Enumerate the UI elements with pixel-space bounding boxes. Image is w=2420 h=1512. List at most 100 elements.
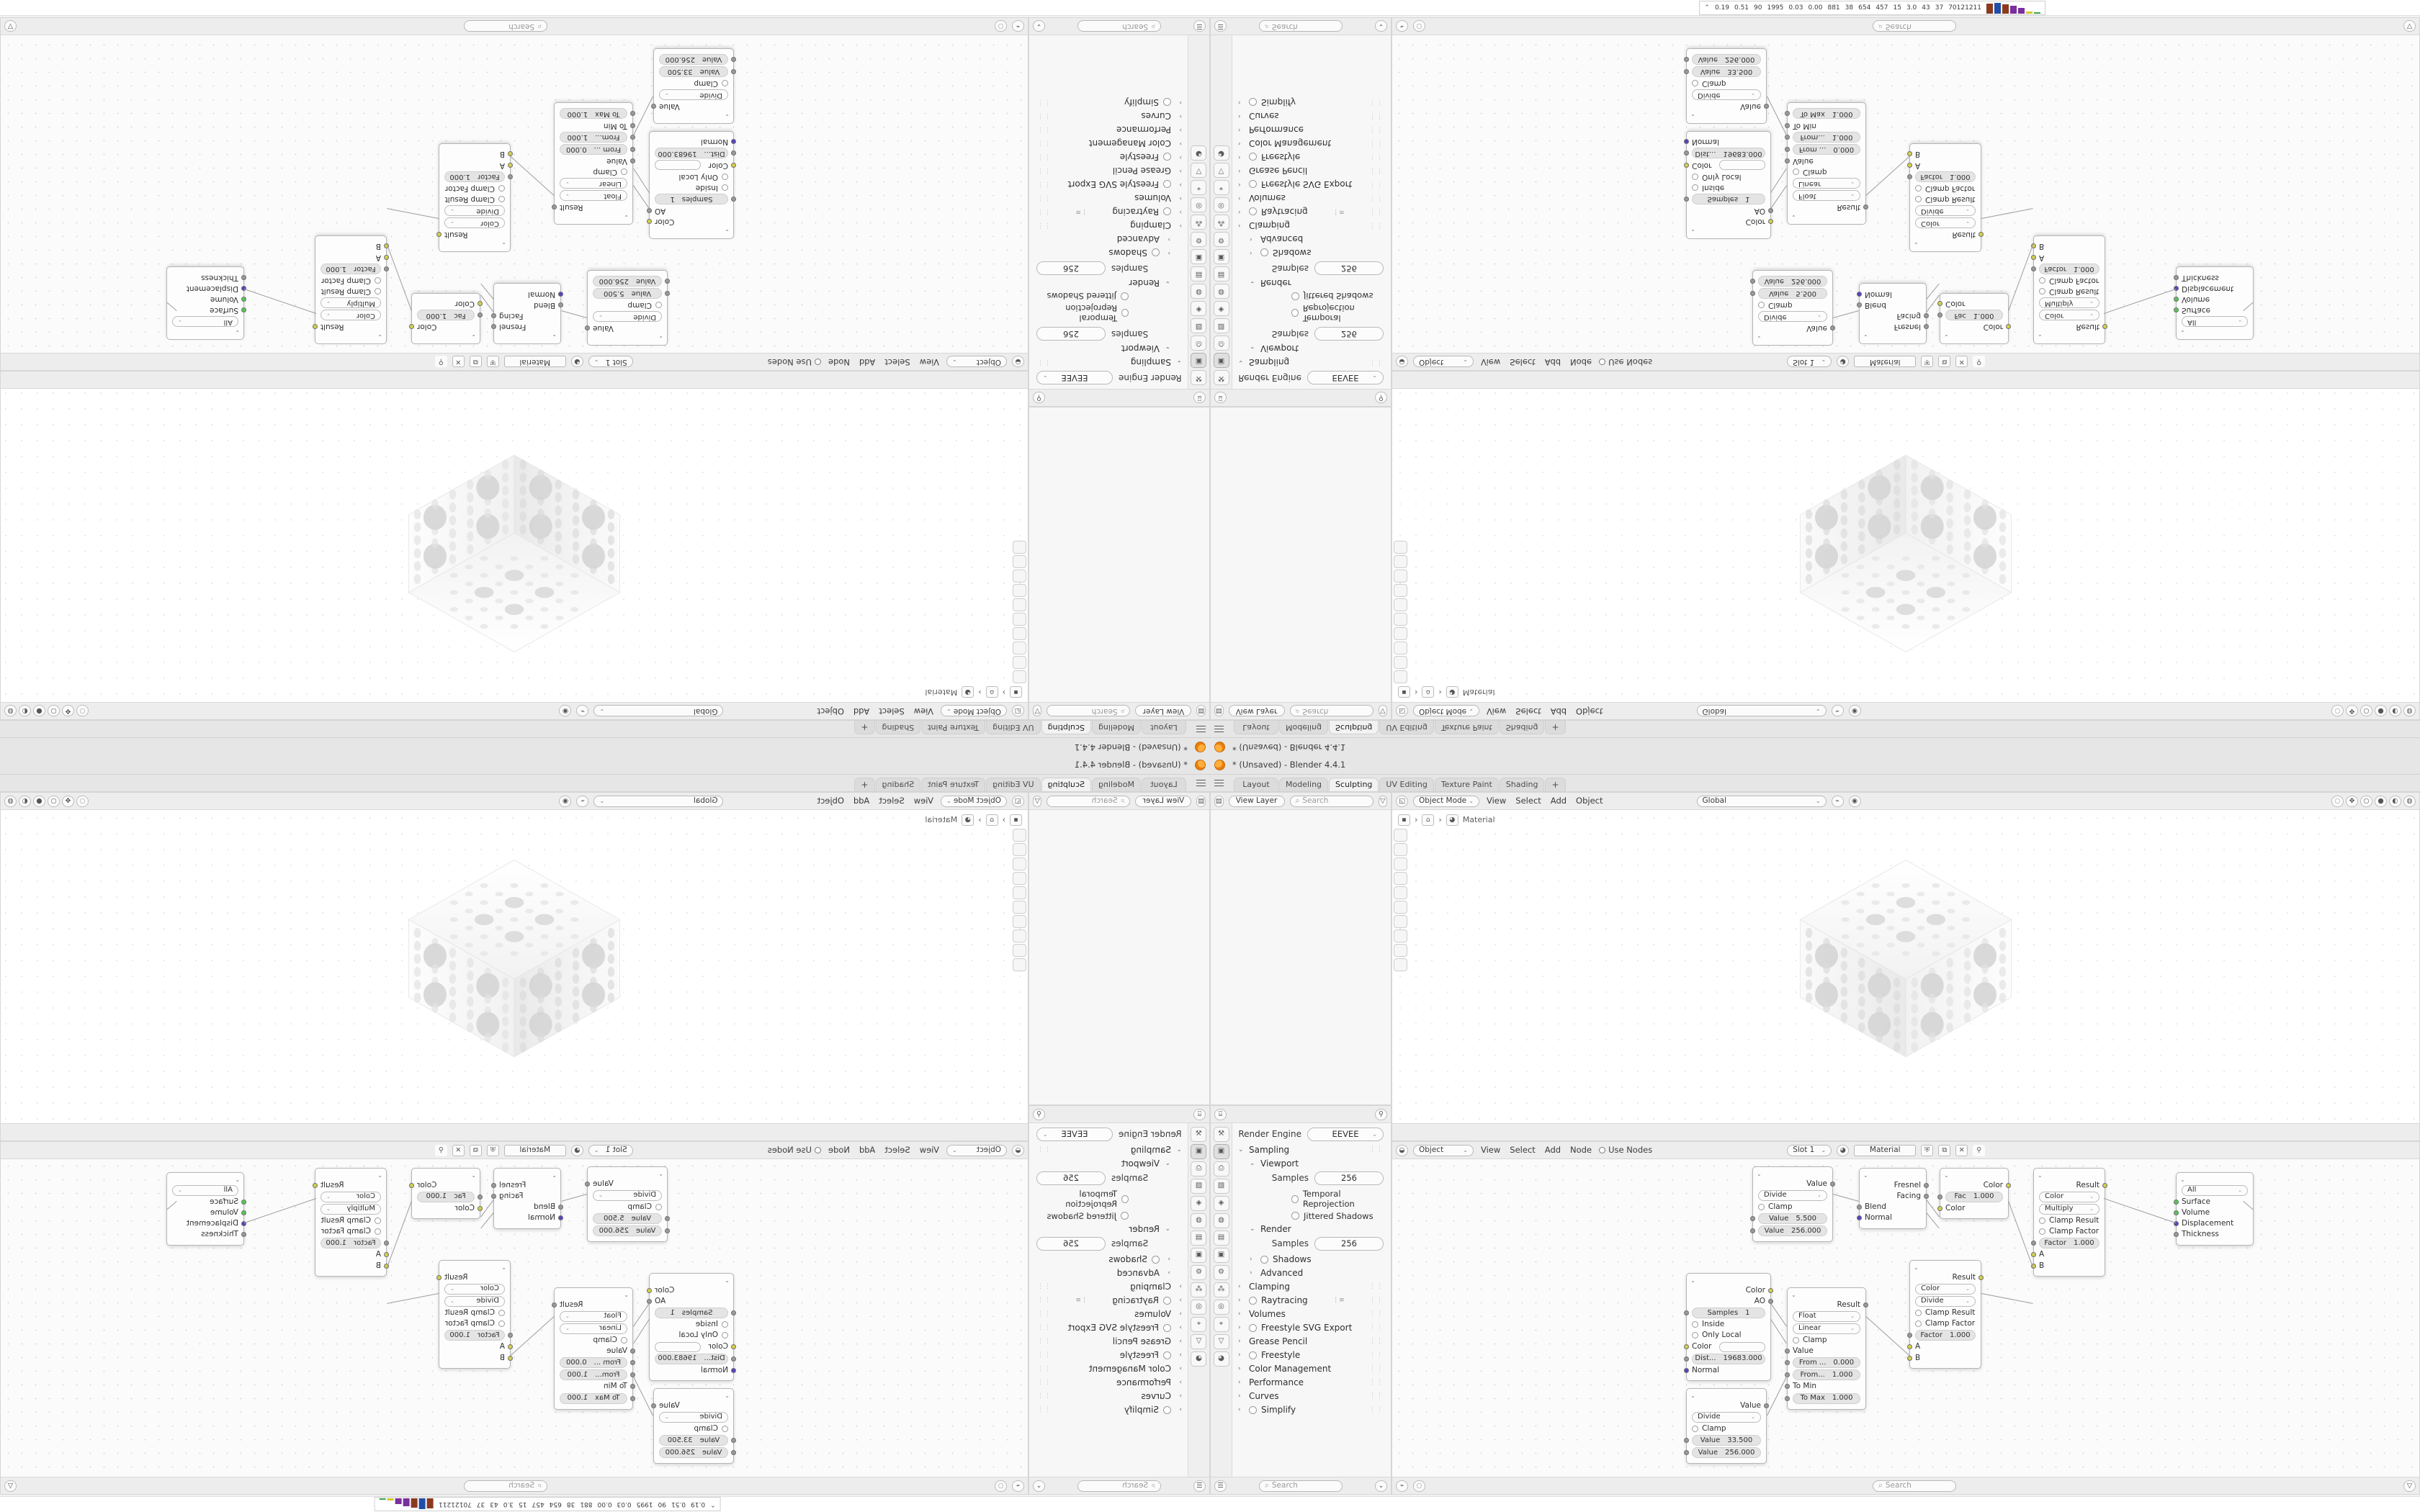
viewport-footer-top[interactable] [1,1123,1028,1140]
properties-value-field[interactable]: 256 [1314,261,1384,275]
panel-grip[interactable]: ⋮⋮ [1369,194,1384,202]
checkbox-icon[interactable] [722,184,728,191]
node-socket-in[interactable] [2031,266,2036,271]
node-row[interactable]: To Max 1.000 [555,1392,635,1405]
node-row[interactable]: From... 1.000 [555,1369,635,1381]
node-row[interactable]: From ... 0.000 [1785,1356,1865,1369]
node-row[interactable]: Clamp [1687,1423,1766,1434]
render-engine-select[interactable]: EEVEE ⌄ [1036,1128,1113,1141]
panel-grip[interactable]: ⋮⋮ [1369,1379,1384,1386]
properties-section-freestyle[interactable]: › Freestyle ⋮⋮ [1036,151,1182,162]
properties-value-field[interactable]: 256 [1036,261,1106,275]
blender-window-bottom-left[interactable]: * (Unsaved) - Blender 4.4.1 Layout Model… [0,756,1210,1512]
display-mode-icon[interactable]: ☰ [1193,1480,1206,1492]
workspace-tab-add[interactable]: + [1545,778,1566,791]
node-collapse-toggle[interactable]: ⌄ [1940,332,2008,341]
properties-section-performance[interactable]: › Performance ⋮⋮ [1238,1377,1384,1388]
shader-node-ambient-occlusion[interactable]: ⌄ Color AO Samples 1 Inside Only Local Color Dis… [1684,1273,1773,1381]
gizmo-icon[interactable]: ✥ [62,705,74,717]
viewport-mode-select-top[interactable]: Object Mode ⌄ [1413,795,1479,807]
properties-section-curves[interactable]: › Curves ⋮⋮ [1238,110,1384,121]
shader-menu-node[interactable]: Node [1570,356,1592,367]
properties-panel[interactable]: Render Engine EEVEE ⌄ ⌄ Sampling ⋮⋮ ⌄ Viewpo… [1029,35,1188,389]
node-socket-in[interactable] [1684,56,1689,62]
node-socket-in[interactable] [1857,291,1862,297]
properties-tab-collection[interactable]: ▤ [1191,1230,1207,1246]
node-socket-in[interactable] [384,1241,389,1246]
node-row[interactable]: Result [552,202,632,212]
properties-section-performance[interactable]: › Performance ⋮⋮ [1036,1377,1182,1388]
blender-window-top-right[interactable]: * (Unsaved) - Blender 4.4.1 Layout Model… [1210,0,2420,756]
node-value-field[interactable]: Value 5.500 [593,1213,662,1225]
viewport-menu-view-top[interactable]: View [913,796,933,806]
checkbox-icon[interactable] [655,1204,662,1211]
panel-grip[interactable]: ⋮⋮ [1036,208,1052,215]
node-row[interactable]: Dist... 19683.000 [650,148,736,160]
properties-section-sampling[interactable]: ⌄ Sampling ⋮⋮ [1238,356,1384,367]
node-collapse-toggle[interactable]: ⌄ [2177,328,2253,337]
node-row[interactable]: Value [1753,1179,1835,1189]
node-value-field[interactable]: Value 5.500 [1758,1213,1827,1225]
editor-type-properties-icon[interactable]: ⌸ [1214,1108,1227,1120]
shader-editor-header[interactable]: ◒ Object ⌄ View Select Add Node Use Nodes… [1,353,1028,370]
node-select[interactable]: All ⌄ [172,1185,238,1196]
workspace-tab-3[interactable]: UV Editing [1379,778,1434,791]
node-row[interactable]: A [2031,1249,2105,1260]
properties-tab-render[interactable]: ▣ [1191,353,1207,368]
node-row[interactable]: Multiply ⌄ [315,297,386,309]
node-socket-in[interactable] [731,1356,736,1362]
transform-orientation-select-top[interactable]: Global ⌄ [593,795,724,807]
properties-tab-material[interactable]: ◕ [1213,145,1229,161]
overlays-icon[interactable]: ◌ [2331,795,2344,807]
properties-section-performance[interactable]: › Performance ⋮⋮ [1036,124,1182,135]
panel-grip[interactable]: ⋮⋮ [1036,1406,1051,1413]
properties-section-simplify[interactable]: › Simplify ⋮⋮ [1036,1405,1182,1416]
node-row[interactable]: From... 1.000 [1785,1369,1865,1381]
node-row[interactable]: Clamp Result [1910,194,1981,204]
viewport-menu-add-top[interactable]: Add [853,706,870,716]
node-collapse-toggle[interactable]: ⌄ [1910,240,1981,249]
node-socket-in[interactable] [630,111,635,117]
node-socket-in[interactable] [478,1194,483,1200]
node-socket-in[interactable] [2174,274,2179,280]
shader-node-layer-weight[interactable]: ⌄ Fresnel Facing Blend Normal [1857,283,1929,344]
rendered-icon[interactable]: ◍ [4,795,17,807]
shader-search-input[interactable]: ⌕ Search [464,1480,547,1492]
properties-tab-view-layer[interactable]: ▧ [1213,1179,1229,1194]
node-row[interactable]: Surface [167,1197,246,1207]
properties-row-samples[interactable]: Samples 256 [1238,1171,1384,1185]
node-socket-in[interactable] [478,300,483,306]
node-row[interactable]: Blend [1857,300,1926,310]
panel-grip[interactable]: ⋮⋮ [1036,194,1051,202]
properties-tab-column[interactable]: ⚒ ▣ ⎙ ▧ ◈ ◍ ▤ ▣ ⚙ ⁂ ◎ ⌖ ▽ ◕ [1211,1123,1232,1477]
node-socket-in[interactable] [558,1205,563,1210]
workspace-tabs[interactable]: Layout Modeling Sculpting UV Editing Tex… [1231,775,1566,791]
node-socket-out[interactable] [491,1183,496,1189]
shader-node-math-divide-top[interactable]: ⌄ Value Divide ⌄ Clamp Value 5.500 Value 256.000 [1750,1166,1835,1243]
material-slot-select[interactable]: Slot 1 ⌄ [1787,356,1832,368]
node-collapse-toggle[interactable]: ⌄ [1687,112,1766,121]
shader-node-math-divide-bottom[interactable]: ⌄ Value Divide ⌄ Clamp Value 33.500 Value 256.00… [651,1388,736,1464]
overlay-icon[interactable]: ◌ [995,20,1007,32]
workspace-tab-3[interactable]: UV Editing [986,778,1041,791]
node-row[interactable]: Value 256.000 [654,1446,736,1459]
node-socket-out[interactable] [1863,204,1868,210]
topbar[interactable]: * (Unsaved) - Blender 4.4.1 [1210,756,2420,775]
properties-tab-data[interactable]: ▽ [1213,163,1229,178]
node-row[interactable]: Dist... 19683.000 [650,1353,736,1365]
topbar[interactable]: * (Unsaved) - Blender 4.4.1 [1210,737,2420,756]
properties-section-simplify[interactable]: › Simplify ⋮⋮ [1238,1405,1384,1416]
checkbox-icon[interactable] [1915,195,1922,202]
properties-section-shadows[interactable]: › Shadows [1036,1254,1182,1265]
node-socket-in[interactable] [630,1349,635,1354]
node-value-field[interactable]: From... 1.000 [1793,131,1860,143]
node-socket-in[interactable] [665,1228,670,1234]
node-row[interactable]: Clamp Factor [1910,183,1981,194]
node-row[interactable]: Clamp Result [1910,1308,1981,1318]
properties-tab-object[interactable]: ▣ [1213,249,1229,264]
node-socket-in[interactable] [1684,1356,1689,1362]
node-socket-in[interactable] [1785,158,1790,163]
node-row[interactable]: Linear ⌄ [555,1323,632,1335]
outliner-editor[interactable]: ▤ View Layer ⌕ Search ▽ [1028,407,1210,720]
node-socket-in[interactable] [2031,1241,2036,1246]
